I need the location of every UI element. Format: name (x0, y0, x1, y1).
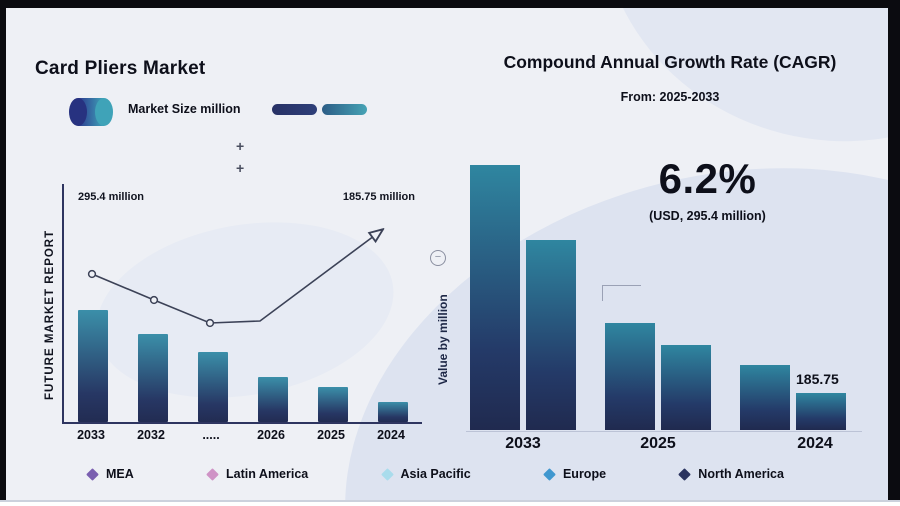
legend-label: Europe (562, 467, 607, 481)
right-x-labels: 2033 2025 2024 (470, 435, 846, 453)
decorative-bracket-line (602, 285, 641, 301)
frame-right-bar (888, 0, 900, 506)
plus-icon: + (236, 160, 245, 176)
right-chart-value-label: 185.75 (796, 371, 839, 387)
left-x-label: 2026 (257, 428, 285, 442)
cagr-value: 6.2% (658, 155, 757, 202)
diamond-icon (206, 467, 219, 481)
right-x-label: 2033 (505, 435, 541, 452)
right-bar (661, 345, 711, 430)
left-bar (138, 334, 168, 422)
left-bar (198, 352, 228, 422)
left-x-label: ..... (202, 428, 220, 442)
left-x-label: 2032 (137, 428, 165, 442)
right-chart-groups (470, 160, 846, 430)
right-y-axis-label: Value by million (436, 294, 450, 385)
left-x-labels: 2033 2032..... 2026 2025 2024 (62, 428, 420, 442)
legend-label: MEA (106, 467, 134, 481)
diamond-icon (380, 467, 394, 481)
left-x-label: 2025 (317, 428, 345, 442)
legend-label: North America (698, 467, 784, 481)
frame-top-bar (0, 0, 900, 8)
left-chart-bars (64, 310, 422, 422)
legend-item-north-america: North America (678, 467, 784, 481)
left-bar (78, 310, 108, 422)
right-x-label: 2024 (797, 435, 833, 452)
right-bar (470, 165, 520, 430)
legend-item-asia-pacific: Asia Pacific (380, 467, 471, 481)
left-x-label: 2033 (77, 428, 105, 442)
left-bar (318, 387, 348, 422)
circled-minus-icon: − (430, 250, 446, 266)
right-bar (740, 365, 790, 430)
navy-pill-shape (272, 104, 317, 115)
left-y-axis-label: FUTURE MARKET REPORT (44, 229, 56, 400)
right-bar-group (470, 165, 576, 430)
legend-item-latin-america: Latin America (206, 467, 309, 481)
diamond-icon (86, 467, 99, 481)
market-size-legend-label: Market Size million (128, 102, 241, 116)
right-bar (605, 323, 655, 430)
left-x-label: 2024 (377, 428, 405, 442)
legend-label: Asia Pacific (400, 467, 471, 481)
right-chart-baseline (466, 431, 862, 432)
region-legend: MEA Latin America Asia Pacific Europe North … (86, 467, 784, 481)
cagr-note: (USD, 295.4 million) (649, 209, 766, 223)
cagr-block: 6.2% (USD, 295.4 million) (600, 155, 815, 224)
right-bar-group (740, 365, 846, 430)
right-bar-group (605, 323, 711, 430)
right-bar (526, 240, 576, 430)
legend-item-europe: Europe (543, 467, 607, 481)
diamond-icon (543, 467, 556, 481)
left-chart-plot-area: 295.4 million 185.75 million (62, 184, 422, 424)
left-chart-annotation-left: 295.4 million (78, 191, 145, 203)
teal-pill-shape (322, 104, 367, 115)
right-x-label: 2025 (640, 435, 676, 452)
right-chart-title: Compound Annual Growth Rate (CAGR) (503, 52, 837, 72)
right-chart-subtitle: From: 2025-2033 (620, 90, 720, 104)
right-bar (796, 393, 846, 430)
left-chart-title: Card Pliers Market (35, 58, 206, 79)
plus-icon: + (236, 138, 245, 154)
left-bar (258, 377, 288, 422)
legend-label: Latin America (226, 467, 309, 481)
database-cylinder-icon (69, 98, 113, 126)
diamond-icon (678, 467, 692, 481)
frame-left-bar (0, 0, 6, 506)
left-chart-annotation-right: 185.75 million (342, 191, 415, 203)
left-bar (378, 402, 408, 422)
frame-bottom-bar (0, 500, 900, 506)
legend-item-mea: MEA (86, 467, 134, 481)
